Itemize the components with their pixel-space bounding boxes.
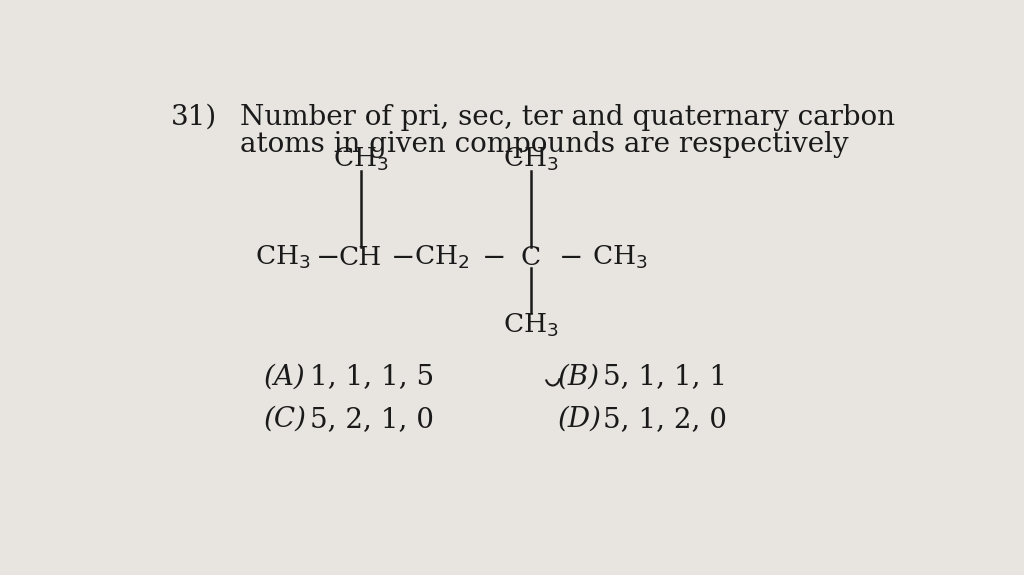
Text: 5, 2, 1, 0: 5, 2, 1, 0	[310, 406, 434, 433]
Text: 31): 31)	[171, 104, 217, 131]
Text: (A): (A)	[263, 363, 305, 390]
Text: C: C	[521, 245, 541, 270]
Text: CH$_2$: CH$_2$	[414, 244, 470, 271]
Text: CH$_3$: CH$_3$	[333, 145, 388, 173]
Text: −: −	[559, 244, 584, 271]
Text: CH$_3$: CH$_3$	[503, 145, 559, 173]
Text: −: −	[481, 244, 506, 271]
Text: CH: CH	[339, 245, 382, 270]
Text: 5, 1, 2, 0: 5, 1, 2, 0	[603, 406, 727, 433]
Text: 1, 1, 1, 5: 1, 1, 1, 5	[310, 363, 434, 390]
Text: −: −	[391, 244, 416, 271]
Text: 5, 1, 1, 1: 5, 1, 1, 1	[603, 363, 727, 390]
Text: CH$_3$: CH$_3$	[592, 244, 648, 271]
Text: (C): (C)	[263, 406, 306, 433]
Text: −: −	[315, 244, 340, 271]
Text: (D): (D)	[558, 406, 602, 433]
Text: atoms in given compounds are respectively: atoms in given compounds are respectivel…	[241, 131, 849, 158]
Text: CH$_3$: CH$_3$	[503, 312, 559, 339]
Text: CH$_3$: CH$_3$	[255, 244, 311, 271]
Text: (B): (B)	[558, 363, 600, 390]
Text: Number of pri, sec, ter and quaternary carbon: Number of pri, sec, ter and quaternary c…	[241, 104, 895, 131]
